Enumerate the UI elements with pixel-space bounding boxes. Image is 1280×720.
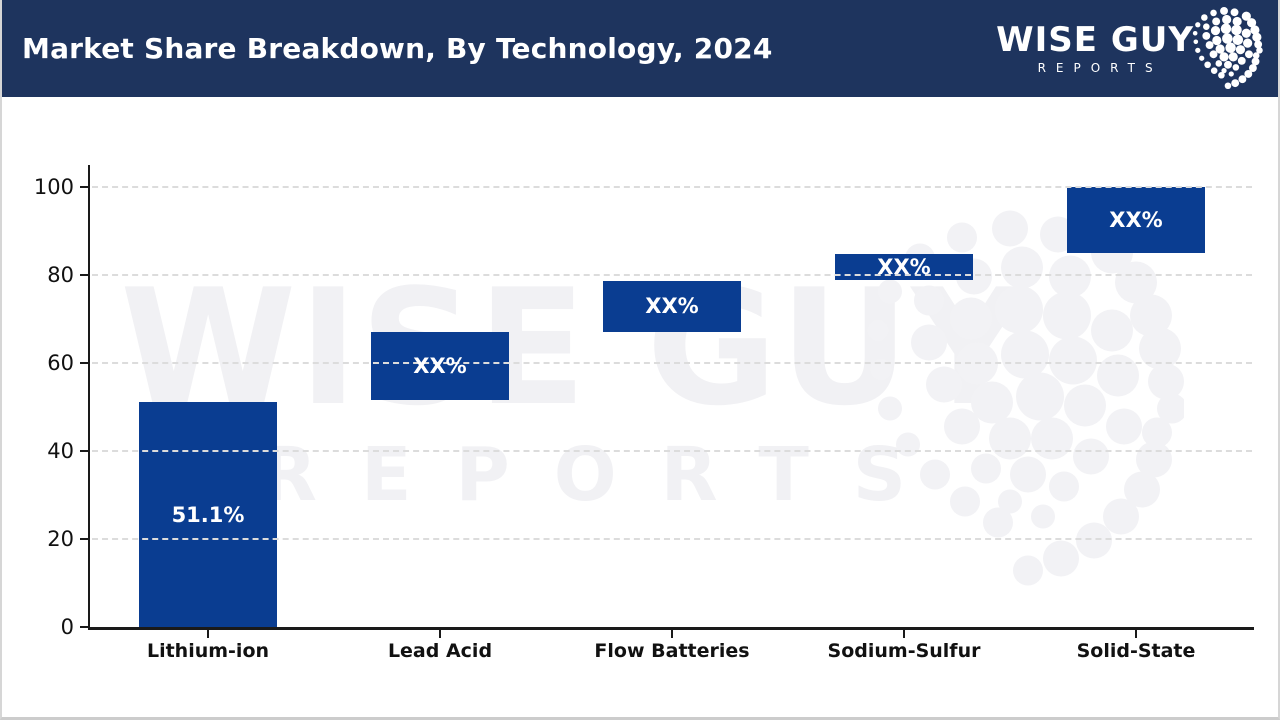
wiseguy-wordmark: WISE GUY (996, 20, 1194, 60)
gridline-100 (92, 186, 1252, 188)
y-tick-label-40: 40 (47, 439, 74, 463)
gridline-40 (92, 450, 1252, 452)
y-tick-100 (80, 186, 88, 188)
x-tick-lithium-ion (207, 630, 209, 638)
x-label-lead-acid: Lead Acid (387, 640, 493, 662)
y-tick-label-80: 80 (47, 263, 74, 287)
y-tick-label-20: 20 (47, 527, 74, 551)
x-tick-flow-batteries (671, 630, 673, 638)
y-tick-label-0: 0 (60, 615, 74, 639)
y-axis-spine (88, 165, 90, 630)
x-label-flow-batteries: Flow Batteries (594, 640, 750, 662)
y-tick-20 (80, 538, 88, 540)
bar-label-solid-state: XX% (1109, 208, 1163, 232)
bar-label-lead-acid: XX% (413, 353, 467, 378)
y-tick-40 (80, 450, 88, 452)
x-label-solid-state: Solid-State (1076, 640, 1196, 662)
y-tick-label-100: 100 (33, 175, 74, 199)
y-tick-80 (80, 274, 88, 276)
y-tick-0 (80, 626, 88, 628)
bar-label-lithium-ion: 51.1% (171, 502, 245, 527)
bar-label-flow-batteries: XX% (645, 294, 699, 319)
watermark-text-line1: WISE GUY (120, 254, 1030, 441)
wiseguy-reports-text: REPORTS (1037, 61, 1163, 75)
bar-flow-batteries (603, 281, 741, 332)
bar-lithium-ion (139, 402, 277, 627)
bar-lead-acid (371, 331, 509, 400)
x-axis-spine (88, 627, 1254, 630)
header-bar: Market Share Breakdown, By Technology, 2… (2, 0, 1278, 97)
x-tick-solid-state (1135, 630, 1137, 638)
y-tick-label-60: 60 (47, 351, 74, 375)
wiseguy-head-icon (1188, 7, 1264, 91)
page-title: Market Share Breakdown, By Technology, 2… (22, 32, 773, 65)
x-tick-sodium-sulfur (903, 630, 905, 638)
x-label-lithium-ion: Lithium-ion (146, 640, 270, 662)
gridline-80 (92, 274, 1252, 276)
gridline-60 (92, 362, 1252, 364)
x-label-sodium-sulfur: Sodium-Sulfur (827, 640, 981, 662)
y-tick-60 (80, 362, 88, 364)
x-tick-lead-acid (439, 630, 441, 638)
gridline-20 (92, 538, 1252, 540)
bar-label-sodium-sulfur: XX% (877, 254, 931, 279)
wiseguy-logo: WISE GUY REPORTS (996, 7, 1264, 91)
bar-solid-state (1067, 187, 1205, 253)
wiseguy-logo-text: WISE GUY REPORTS (996, 23, 1194, 74)
